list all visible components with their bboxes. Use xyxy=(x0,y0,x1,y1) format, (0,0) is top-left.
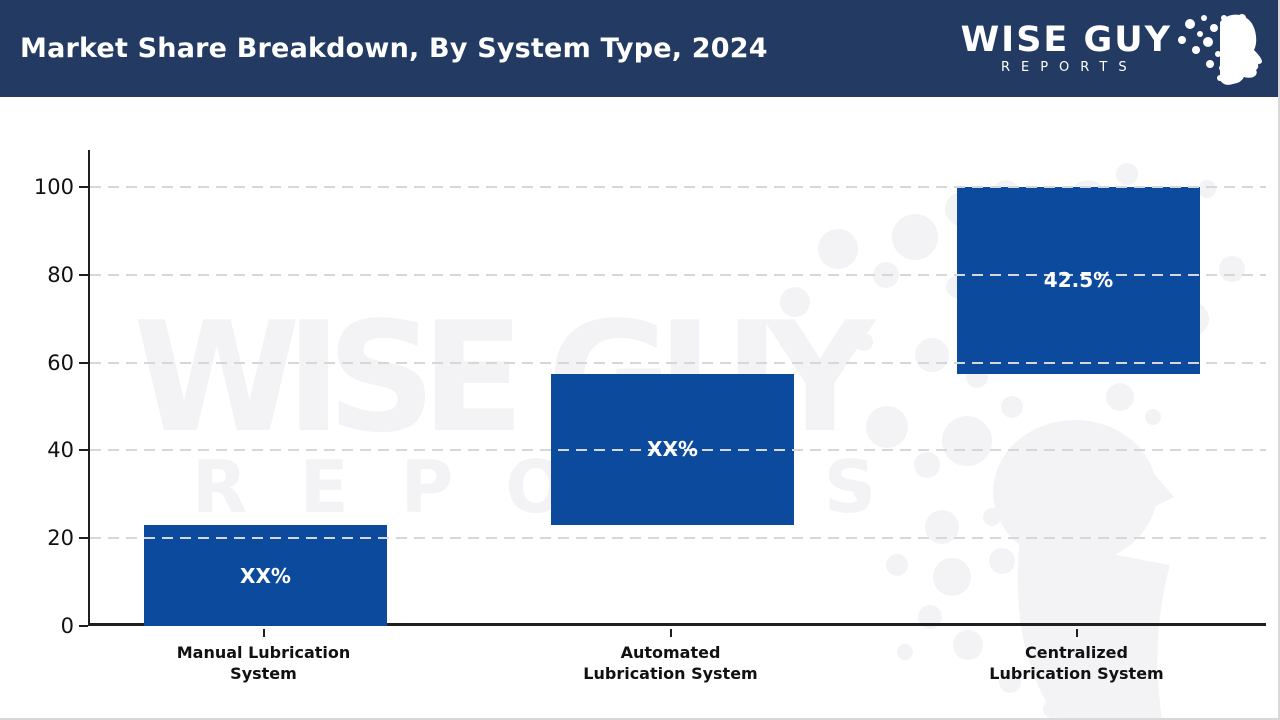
y-tick-mark-80 xyxy=(79,273,88,276)
y-tick-label-40: 40 xyxy=(47,438,74,463)
x-tick-mark-1 xyxy=(262,629,265,637)
logo-wordmark-line2: REPORTS xyxy=(1000,60,1138,75)
y-tick-mark-0 xyxy=(79,625,88,627)
page-title: Market Share Breakdown, By System Type, … xyxy=(20,33,768,64)
y-tick-mark-20 xyxy=(79,537,88,540)
gridline-60 xyxy=(90,361,1266,364)
y-tick-mark-100 xyxy=(79,186,88,188)
category-label-2: Automated Lubrication System xyxy=(583,643,758,683)
logo-face-icon xyxy=(1178,13,1262,85)
y-tick-label-80: 80 xyxy=(47,262,74,287)
category-label-1: Manual Lubrication System xyxy=(176,643,351,683)
chart-area: WISE GUY REPORTS XX%XX xyxy=(0,97,1278,718)
bar-value-label-1: XX% xyxy=(240,563,291,588)
y-tick-mark-40 xyxy=(79,449,88,452)
gridline-80 xyxy=(90,273,1266,276)
logo-wordmark-line1: WISE GUY xyxy=(960,20,1172,60)
x-tick-mark-3 xyxy=(1075,629,1078,637)
plot-area: XX% XX% 42.5% xyxy=(88,150,1266,626)
y-tick-mark-60 xyxy=(79,361,88,364)
header: Market Share Breakdown, By System Type, … xyxy=(0,0,1278,97)
x-tick-mark-2 xyxy=(669,629,672,637)
y-tick-label-60: 60 xyxy=(47,350,74,375)
bar-2 xyxy=(551,373,794,526)
bar-value-label-3: 42.5% xyxy=(1043,268,1114,293)
gridline-40 xyxy=(90,449,1266,452)
gridline-20 xyxy=(90,537,1266,540)
wiseguy-logo: WISE GUY REPORTS xyxy=(961,9,1266,89)
bar-value-label-2: XX% xyxy=(647,437,698,462)
gridline-100 xyxy=(90,186,1266,188)
bar-1 xyxy=(144,525,387,626)
y-tick-label-20: 20 xyxy=(47,526,74,551)
y-tick-label-100: 100 xyxy=(33,175,74,199)
y-tick-label-0: 0 xyxy=(60,614,74,638)
logo-wordmark: WISE GUY REPORTS xyxy=(961,22,1172,75)
category-label-3: Centralized Lubrication System xyxy=(989,643,1164,683)
